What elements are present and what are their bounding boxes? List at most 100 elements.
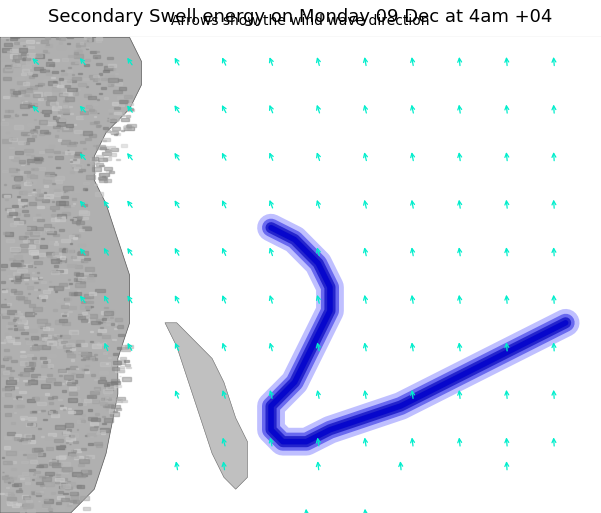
Bar [2,289,5,290]
Bar [41,238,44,239]
Bar [51,221,55,223]
Bar [67,191,71,193]
Bar [61,140,70,144]
Bar [38,278,41,279]
Bar [4,299,6,300]
Bar [97,63,102,65]
Bar [63,92,71,95]
Bar [118,369,124,372]
Bar [56,482,59,483]
Bar [103,140,106,142]
Bar [77,474,85,477]
Bar [79,211,89,214]
Bar [6,367,11,369]
Bar [83,78,89,80]
Bar [17,475,23,477]
Bar [112,362,120,365]
Bar [45,37,50,39]
Bar [73,410,82,413]
Bar [107,57,112,59]
Bar [76,49,81,51]
Bar [92,157,98,160]
Polygon shape [165,323,248,489]
Bar [54,439,63,442]
Bar [19,204,25,207]
Bar [4,115,10,117]
Bar [90,331,93,332]
Bar [72,165,75,166]
Bar [26,500,32,502]
Bar [20,477,29,481]
Bar [83,358,88,360]
Bar [14,328,17,330]
Bar [114,385,121,387]
Bar [88,443,93,445]
Bar [30,232,38,236]
Bar [103,352,108,354]
Bar [121,130,124,131]
Bar [76,43,85,47]
Bar [8,328,13,329]
Bar [75,282,79,284]
Bar [27,123,33,126]
Bar [75,62,79,63]
Bar [50,206,59,209]
Bar [4,358,8,360]
Bar [80,141,85,143]
Bar [85,456,88,457]
Bar [40,492,43,494]
Bar [75,190,80,192]
Bar [43,196,49,199]
Bar [91,171,94,173]
Bar [35,197,44,201]
Bar [108,109,113,111]
Bar [45,149,53,152]
Bar [62,58,69,61]
Bar [72,373,75,374]
Bar [19,321,27,324]
Bar [64,350,67,351]
Bar [59,43,63,44]
Bar [93,145,95,146]
Bar [84,111,90,113]
Bar [35,158,39,160]
Bar [29,202,36,205]
Bar [6,325,9,327]
Bar [26,423,35,426]
Bar [66,151,69,152]
Bar [13,260,23,264]
Bar [42,506,47,508]
Bar [41,334,47,336]
Bar [13,342,20,344]
Bar [104,384,109,386]
Bar [73,332,76,334]
Bar [30,423,36,426]
Bar [83,297,90,299]
Bar [105,398,114,401]
Bar [40,69,49,72]
Bar [31,252,38,255]
Bar [46,62,54,66]
Bar [15,184,20,186]
Bar [72,74,74,75]
Bar [14,279,20,281]
Bar [30,135,35,137]
Bar [36,198,38,199]
Bar [100,327,103,328]
Bar [61,313,68,316]
Bar [21,44,29,47]
Bar [76,485,81,487]
Bar [98,328,106,332]
Bar [19,178,28,182]
Bar [27,226,36,230]
Bar [32,278,38,280]
Bar [55,241,57,242]
Bar [73,500,79,503]
Bar [95,192,103,195]
Bar [69,454,78,458]
Bar [62,322,70,325]
Bar [4,436,11,439]
Bar [55,445,65,449]
Bar [82,312,87,314]
Bar [49,241,58,244]
